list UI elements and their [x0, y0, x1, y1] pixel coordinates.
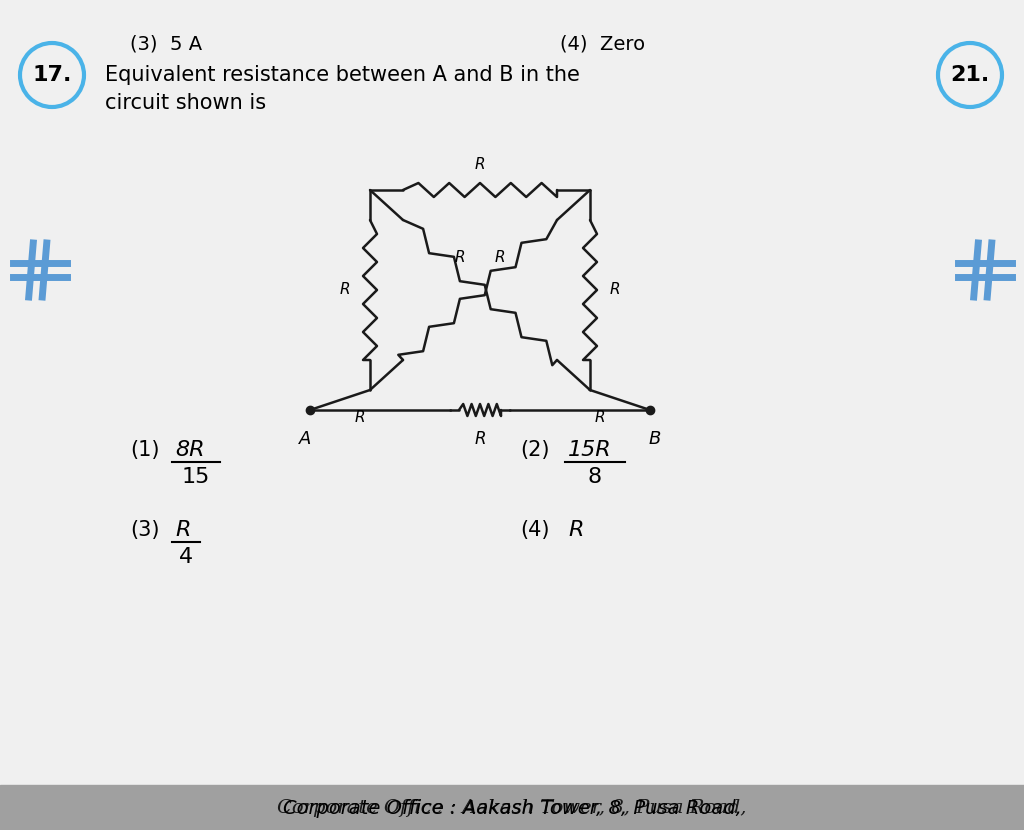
- Text: R: R: [354, 410, 365, 425]
- Text: (3)  5 A: (3) 5 A: [130, 35, 202, 54]
- Text: R: R: [475, 157, 485, 172]
- Text: (2): (2): [520, 440, 550, 460]
- Text: 8: 8: [588, 467, 602, 487]
- Text: (1): (1): [130, 440, 160, 460]
- Text: (3): (3): [130, 520, 160, 540]
- Text: R: R: [455, 250, 465, 265]
- Text: 21.: 21.: [950, 65, 989, 85]
- Bar: [0, 785, 1024, 830]
- Text: R: R: [474, 430, 485, 448]
- Text: 4: 4: [179, 547, 194, 567]
- Text: (4): (4): [520, 520, 550, 540]
- Text: 15: 15: [182, 467, 210, 487]
- Text: R: R: [610, 282, 621, 297]
- Text: B: B: [649, 430, 662, 448]
- Text: 8R: 8R: [175, 440, 205, 460]
- Text: Corporate Office : Aakash Tower, 8, Pusa Road,: Corporate Office : Aakash Tower, 8, Pusa…: [278, 799, 746, 817]
- Text: R: R: [595, 410, 605, 425]
- Text: 17.: 17.: [33, 65, 72, 85]
- Text: Equivalent resistance between A and B in the
circuit shown is: Equivalent resistance between A and B in…: [105, 65, 580, 113]
- Text: R: R: [175, 520, 190, 540]
- Text: 15R: 15R: [568, 440, 611, 460]
- Text: R: R: [495, 250, 506, 265]
- Text: R: R: [339, 282, 350, 297]
- Text: R: R: [568, 520, 584, 540]
- Text: A: A: [299, 430, 311, 448]
- Text: Corporate Office : Aakash Tower, 8, Pusa Road,: Corporate Office : Aakash Tower, 8, Pusa…: [283, 798, 741, 818]
- Text: (4)  Zero: (4) Zero: [560, 35, 645, 54]
